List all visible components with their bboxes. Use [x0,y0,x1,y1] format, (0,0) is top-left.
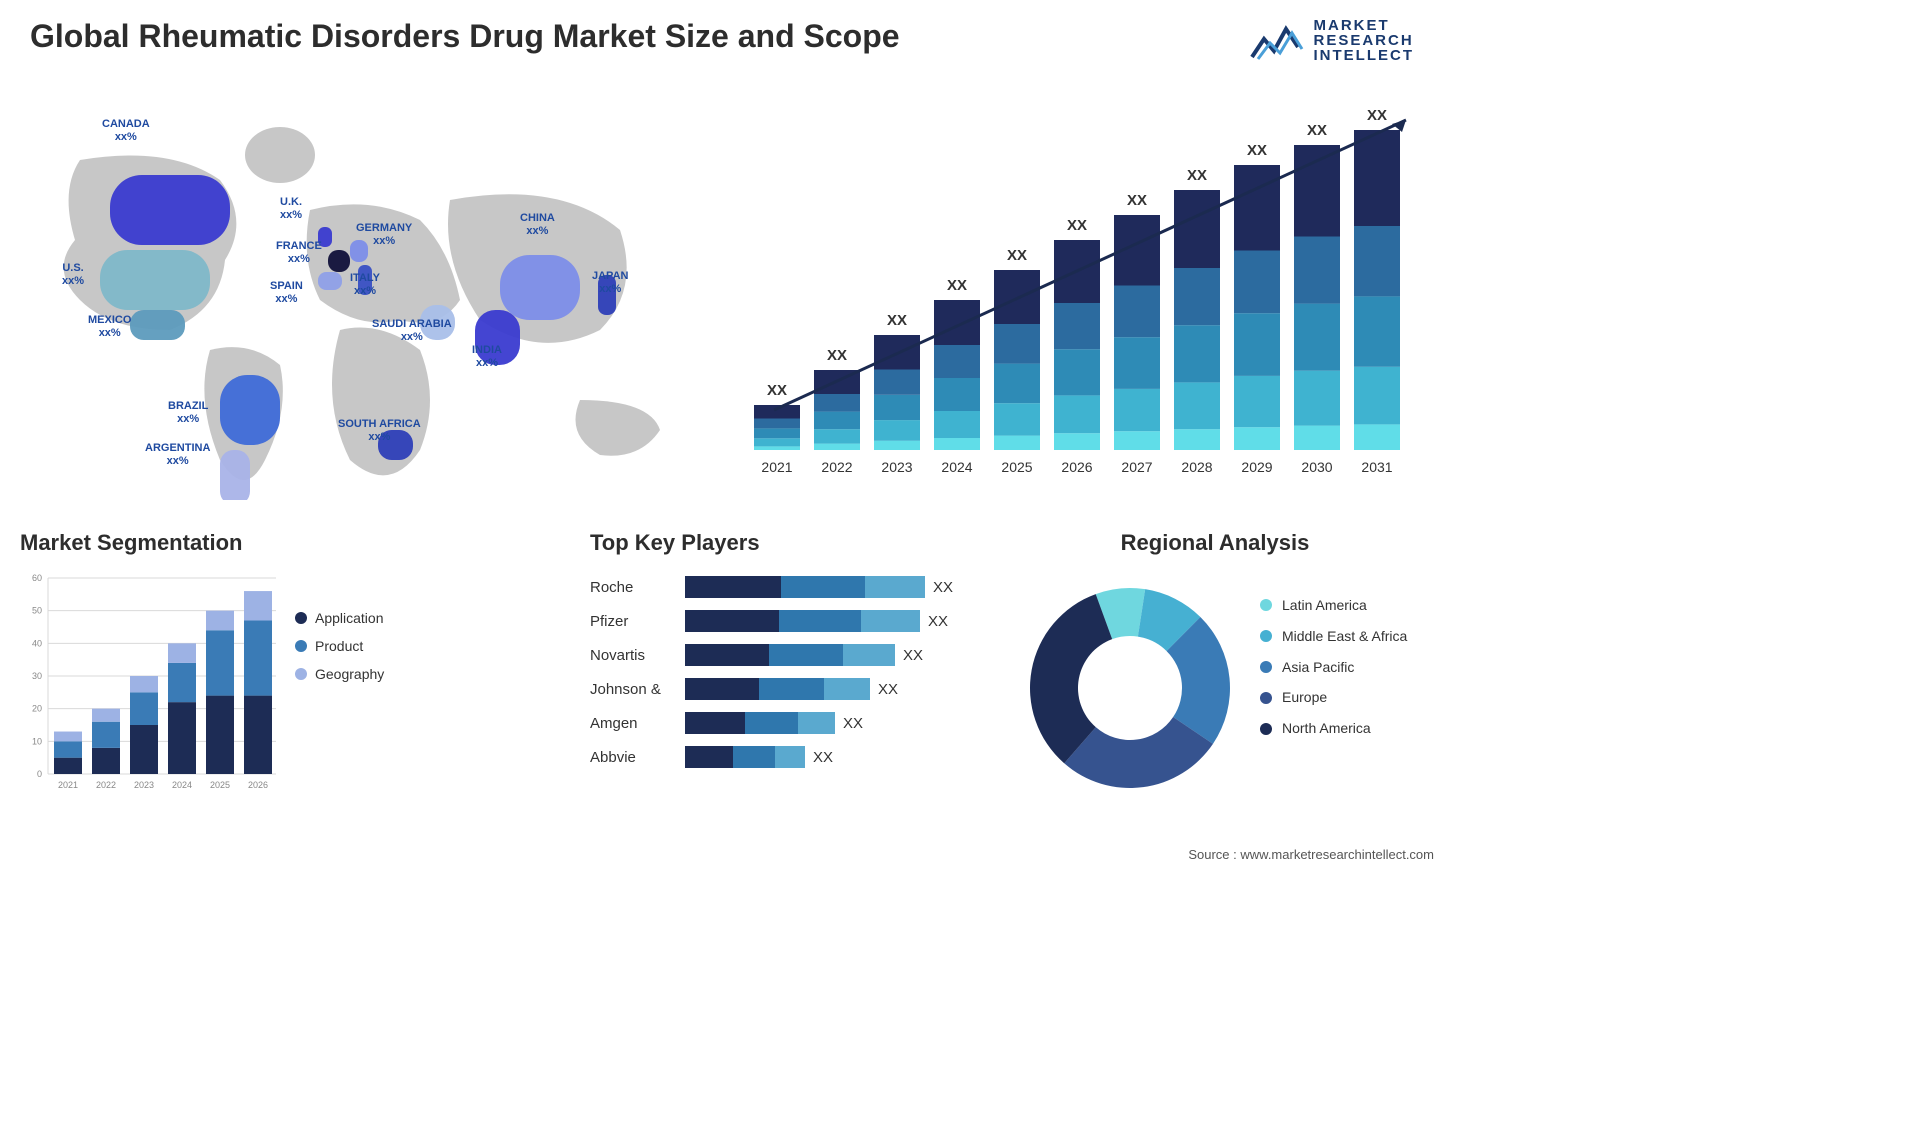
player-row: Amgen XX [590,706,990,740]
legend-item: Europe [1260,682,1407,713]
country-label: U.K.xx% [280,196,302,221]
world-map: CANADAxx% U.S.xx% MEXICOxx% BRAZILxx% ARGENT… [20,100,710,500]
svg-text:2029: 2029 [1241,459,1272,475]
player-name: Novartis [590,647,685,664]
market-growth-chart: XX 2021 XX 2022 XX 2023 XX 2024 XX 2025 XX 2026 XX 20… [744,110,1414,480]
svg-text:XX: XX [767,382,787,399]
player-name: Amgen [590,715,685,732]
player-row: Novartis XX [590,638,990,672]
svg-text:XX: XX [1187,167,1207,184]
svg-text:0: 0 [37,769,42,779]
svg-text:XX: XX [1007,247,1027,264]
svg-text:20: 20 [32,704,42,714]
player-bar [685,678,870,700]
player-bar [685,576,925,598]
svg-text:2021: 2021 [761,459,792,475]
legend-item: North America [1260,713,1407,744]
svg-text:2030: 2030 [1301,459,1332,475]
svg-text:2024: 2024 [172,780,192,790]
svg-text:2023: 2023 [881,459,912,475]
country-label: SPAINxx% [270,280,303,305]
svg-text:2024: 2024 [941,459,972,475]
svg-text:2022: 2022 [821,459,852,475]
page-title: Global Rheumatic Disorders Drug Market S… [30,18,900,55]
country-label: JAPANxx% [592,270,628,295]
player-value: XX [933,579,953,596]
svg-text:2025: 2025 [210,780,230,790]
player-bar [685,644,895,666]
logo-icon [1250,19,1304,63]
country-label: SOUTH AFRICAxx% [338,418,421,443]
svg-text:50: 50 [32,606,42,616]
player-bar [685,712,835,734]
svg-text:2023: 2023 [134,780,154,790]
regional-title: Regional Analysis [1010,530,1420,556]
player-row: Johnson & XX [590,672,990,706]
svg-text:30: 30 [32,671,42,681]
player-value: XX [928,613,948,630]
svg-text:60: 60 [32,573,42,583]
brand-logo: MARKET RESEARCH INTELLECT [1250,18,1415,63]
svg-text:XX: XX [1307,122,1327,139]
segmentation-legend: ApplicationProductGeography [295,604,384,688]
regional-legend: Latin AmericaMiddle East & AfricaAsia Pa… [1260,590,1407,744]
svg-text:2021: 2021 [58,780,78,790]
segmentation-title: Market Segmentation [20,530,360,556]
svg-text:2026: 2026 [248,780,268,790]
legend-item: Middle East & Africa [1260,621,1407,652]
source-attribution: Source : www.marketresearchintellect.com [1188,847,1434,862]
svg-text:XX: XX [1247,142,1267,159]
country-label: FRANCExx% [276,240,322,265]
player-value: XX [878,681,898,698]
country-label: GERMANYxx% [356,222,412,247]
svg-text:XX: XX [1367,110,1387,124]
svg-text:XX: XX [887,312,907,329]
country-label: CANADAxx% [102,118,150,143]
players-title: Top Key Players [590,530,990,556]
player-row: Roche XX [590,570,990,604]
legend-item: Asia Pacific [1260,652,1407,683]
player-bar [685,610,920,632]
player-value: XX [903,647,923,664]
market-segmentation-panel: Market Segmentation 0 10 20 30 40 50 60 2021 202… [20,530,360,820]
country-label: SAUDI ARABIAxx% [372,318,452,343]
svg-text:XX: XX [947,277,967,294]
logo-line-1: MARKET [1314,18,1415,33]
legend-item: Latin America [1260,590,1407,621]
country-label: BRAZILxx% [168,400,208,425]
player-row: Pfizer XX [590,604,990,638]
svg-text:10: 10 [32,736,42,746]
country-label: CHINAxx% [520,212,555,237]
svg-text:40: 40 [32,638,42,648]
country-label: MEXICOxx% [88,314,131,339]
country-label: ARGENTINAxx% [145,442,210,467]
country-label: U.S.xx% [62,262,84,287]
regional-analysis-panel: Regional Analysis Latin AmericaMiddle Ea… [1010,530,1420,820]
player-name: Pfizer [590,613,685,630]
svg-text:2028: 2028 [1181,459,1212,475]
svg-text:XX: XX [827,347,847,364]
country-label: ITALYxx% [350,272,380,297]
player-value: XX [843,715,863,732]
svg-text:2027: 2027 [1121,459,1152,475]
player-name: Abbvie [590,749,685,766]
svg-text:2022: 2022 [96,780,116,790]
country-label: INDIAxx% [472,344,502,369]
key-players-panel: Top Key Players Roche XX Pfizer XX Novartis X… [590,530,990,820]
svg-text:2031: 2031 [1361,459,1392,475]
player-bar [685,746,805,768]
player-value: XX [813,749,833,766]
logo-line-2: RESEARCH [1314,33,1415,48]
svg-text:XX: XX [1127,192,1147,209]
legend-item: Product [295,632,384,660]
player-row: Abbvie XX [590,740,990,774]
svg-text:XX: XX [1067,217,1087,234]
logo-line-3: INTELLECT [1314,48,1415,63]
svg-text:2026: 2026 [1061,459,1092,475]
player-name: Johnson & [590,681,685,698]
svg-text:2025: 2025 [1001,459,1032,475]
player-name: Roche [590,579,685,596]
legend-item: Application [295,604,384,632]
legend-item: Geography [295,660,384,688]
